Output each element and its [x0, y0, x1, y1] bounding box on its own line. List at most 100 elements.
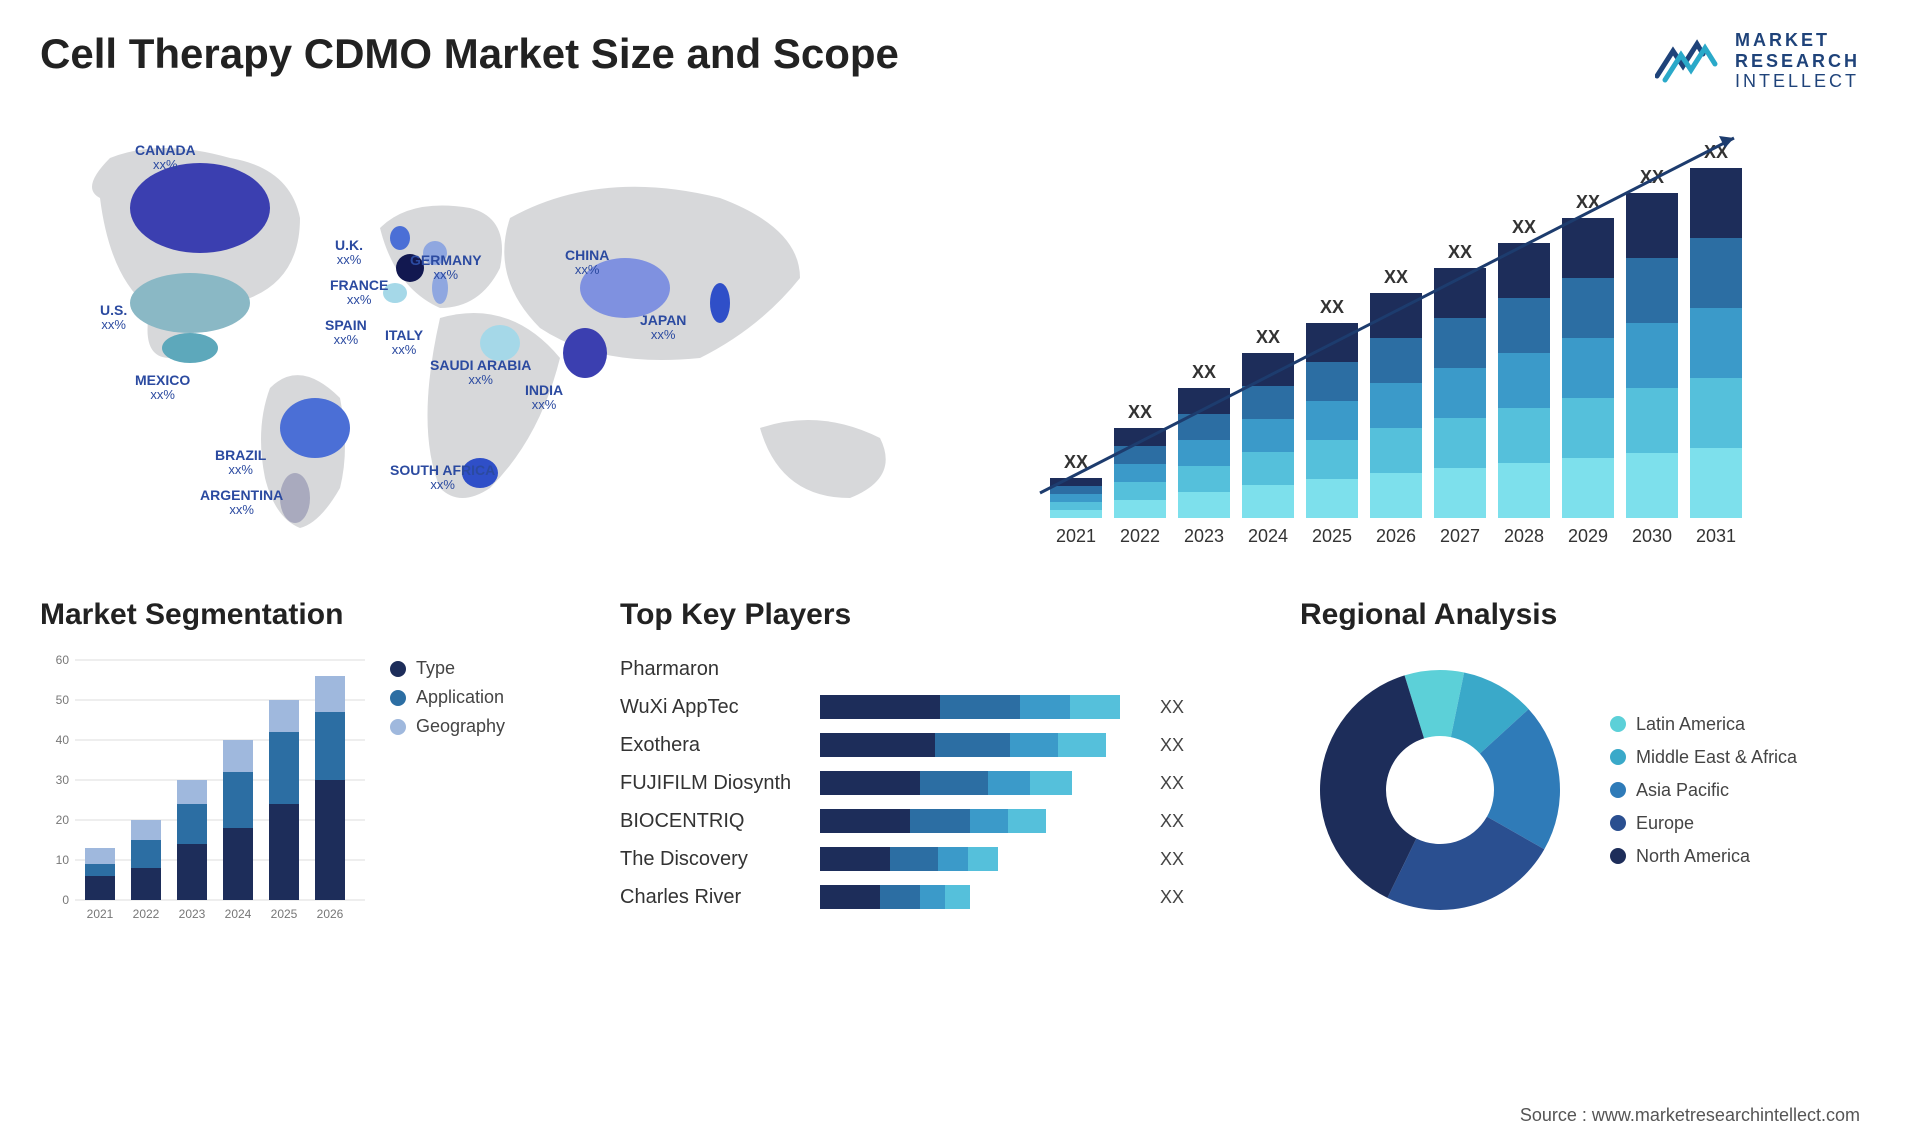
legend-label: Geography — [416, 716, 505, 737]
legend-item: Asia Pacific — [1610, 780, 1797, 801]
player-name: Exothera — [620, 734, 820, 757]
player-row: Exothera XX — [620, 726, 1260, 764]
map-country-label: ITALYxx% — [385, 328, 423, 358]
map-country-label: ARGENTINAxx% — [200, 488, 283, 518]
svg-text:40: 40 — [56, 733, 70, 747]
player-bar — [820, 847, 1150, 871]
svg-text:XX: XX — [1448, 242, 1472, 262]
regional-legend: Latin America Middle East & Africa Asia Pa… — [1610, 702, 1797, 879]
legend-item: Middle East & Africa — [1610, 747, 1797, 768]
player-name: The Discovery — [620, 848, 820, 871]
regional-section: Regional Analysis Latin AmericaMiddle Ea… — [1300, 598, 1880, 930]
map-country-label: GERMANYxx% — [410, 253, 482, 283]
player-row: The Discovery XX — [620, 840, 1260, 878]
player-bar — [820, 771, 1150, 795]
players-section: Top Key Players PharmaronWuXi AppTecXXEx… — [620, 598, 1260, 930]
legend-label: Application — [416, 687, 504, 708]
svg-text:0: 0 — [62, 893, 69, 907]
svg-text:2024: 2024 — [1248, 526, 1288, 546]
player-value: XX — [1160, 811, 1184, 832]
svg-text:2023: 2023 — [1184, 526, 1224, 546]
svg-text:30: 30 — [56, 773, 70, 787]
player-row: BIOCENTRIQ XX — [620, 802, 1260, 840]
player-row: Pharmaron — [620, 650, 1260, 688]
svg-text:2030: 2030 — [1632, 526, 1672, 546]
svg-text:10: 10 — [56, 853, 70, 867]
svg-text:XX: XX — [1256, 327, 1280, 347]
player-name: Pharmaron — [620, 658, 820, 681]
legend-label: Europe — [1636, 813, 1694, 834]
player-bar — [820, 809, 1150, 833]
svg-text:2025: 2025 — [271, 907, 298, 921]
legend-swatch-icon — [1610, 749, 1626, 765]
player-name: BIOCENTRIQ — [620, 810, 820, 833]
player-bar — [820, 695, 1150, 719]
svg-text:2022: 2022 — [133, 907, 160, 921]
svg-text:2028: 2028 — [1504, 526, 1544, 546]
legend-item: North America — [1610, 846, 1797, 867]
legend-swatch-icon — [390, 690, 406, 706]
legend-swatch-icon — [390, 661, 406, 677]
map-country-label: MEXICOxx% — [135, 373, 190, 403]
svg-text:2024: 2024 — [225, 907, 252, 921]
legend-swatch-icon — [390, 719, 406, 735]
svg-text:50: 50 — [56, 693, 70, 707]
legend-label: Latin America — [1636, 714, 1745, 735]
map-country-label: SOUTH AFRICAxx% — [390, 463, 495, 493]
legend-item: Application — [390, 687, 505, 708]
logo-text: MARKET RESEARCH INTELLECT — [1735, 30, 1860, 92]
player-name: WuXi AppTec — [620, 696, 820, 719]
legend-item: Geography — [390, 716, 505, 737]
legend-item: Type — [390, 658, 505, 679]
svg-text:2026: 2026 — [317, 907, 344, 921]
map-country-label: U.K.xx% — [335, 238, 363, 268]
map-country-label: JAPANxx% — [640, 313, 686, 343]
map-country-label: BRAZILxx% — [215, 448, 266, 478]
svg-text:2021: 2021 — [87, 907, 114, 921]
player-row: FUJIFILM DiosynthXX — [620, 764, 1260, 802]
svg-text:2025: 2025 — [1312, 526, 1352, 546]
players-list: Pharmaron WuXi AppTec XX Exothera XX FUJIFILM… — [620, 650, 1260, 916]
map-country-label: U.S.xx% — [100, 303, 127, 333]
legend-swatch-icon — [1610, 815, 1626, 831]
player-value: XX — [1160, 735, 1184, 756]
map-country-label: FRANCExx% — [330, 278, 388, 308]
logo-icon — [1655, 36, 1725, 86]
page-title: Cell Therapy CDMO Market Size and Scope — [40, 30, 1880, 78]
legend-swatch-icon — [1610, 716, 1626, 732]
legend-swatch-icon — [1610, 848, 1626, 864]
legend-item: Europe — [1610, 813, 1797, 834]
svg-text:2026: 2026 — [1376, 526, 1416, 546]
map-country-label: SAUDI ARABIAxx% — [430, 358, 531, 388]
map-country-label: INDIAxx% — [525, 383, 563, 413]
svg-text:60: 60 — [56, 653, 70, 667]
svg-text:2023: 2023 — [179, 907, 206, 921]
svg-text:2022: 2022 — [1120, 526, 1160, 546]
map-country-label: SPAINxx% — [325, 318, 367, 348]
source-text: Source : www.marketresearchintellect.com — [1520, 1105, 1860, 1126]
svg-text:20: 20 — [56, 813, 70, 827]
player-row: WuXi AppTec XX — [620, 688, 1260, 726]
legend-label: Asia Pacific — [1636, 780, 1729, 801]
player-row: Charles River XX — [620, 878, 1260, 916]
player-value: XX — [1160, 697, 1184, 718]
legend-label: Middle East & Africa — [1636, 747, 1797, 768]
segmentation-legend: Type Application Geography — [390, 650, 505, 930]
svg-text:XX: XX — [1384, 267, 1408, 287]
svg-text:XX: XX — [1512, 217, 1536, 237]
player-name: Charles River — [620, 886, 820, 909]
regional-donut-chart — [1300, 650, 1580, 930]
player-value: XX — [1160, 849, 1184, 870]
map-country-label: CHINAxx% — [565, 248, 609, 278]
segmentation-chart: 0 10 20 30 40 50 60 2021 2022 2023 2024 2025 2026 — [40, 650, 370, 930]
segmentation-title: Market Segmentation — [40, 598, 580, 632]
growth-bar-chart: XX2021XX2022XX2023XX2024XX2025XX2026XX20… — [980, 128, 1880, 558]
player-value: XX — [1160, 887, 1184, 908]
legend-label: North America — [1636, 846, 1750, 867]
svg-text:2027: 2027 — [1440, 526, 1480, 546]
segmentation-section: Market Segmentation 0 10 20 30 40 50 60 2021 202… — [40, 598, 580, 930]
players-title: Top Key Players — [620, 598, 1260, 632]
legend-label: Type — [416, 658, 455, 679]
svg-text:XX: XX — [1192, 362, 1216, 382]
legend-swatch-icon — [1610, 782, 1626, 798]
